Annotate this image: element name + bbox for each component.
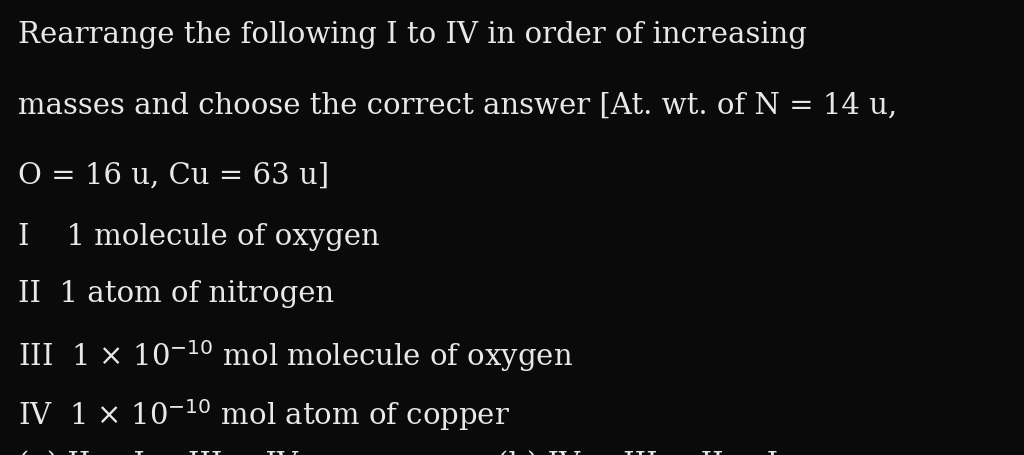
Text: (a) II < I < III < IV: (a) II < I < III < IV [18,450,298,455]
Text: (b) IV < III < II < I: (b) IV < III < II < I [497,450,778,455]
Text: O = 16 u, Cu = 63 u]: O = 16 u, Cu = 63 u] [18,162,330,189]
Text: masses and choose the correct answer [At. wt. of N = 14 u,: masses and choose the correct answer [At… [18,91,898,119]
Text: I    1 molecule of oxygen: I 1 molecule of oxygen [18,223,380,251]
Text: IV  1 × 10$^{−10}$ mol atom of copper: IV 1 × 10$^{−10}$ mol atom of copper [18,396,510,432]
Text: II  1 atom of nitrogen: II 1 atom of nitrogen [18,280,335,308]
Text: III  1 × 10$^{−10}$ mol molecule of oxygen: III 1 × 10$^{−10}$ mol molecule of oxyge… [18,338,573,374]
Text: Rearrange the following I to IV in order of increasing: Rearrange the following I to IV in order… [18,20,807,48]
